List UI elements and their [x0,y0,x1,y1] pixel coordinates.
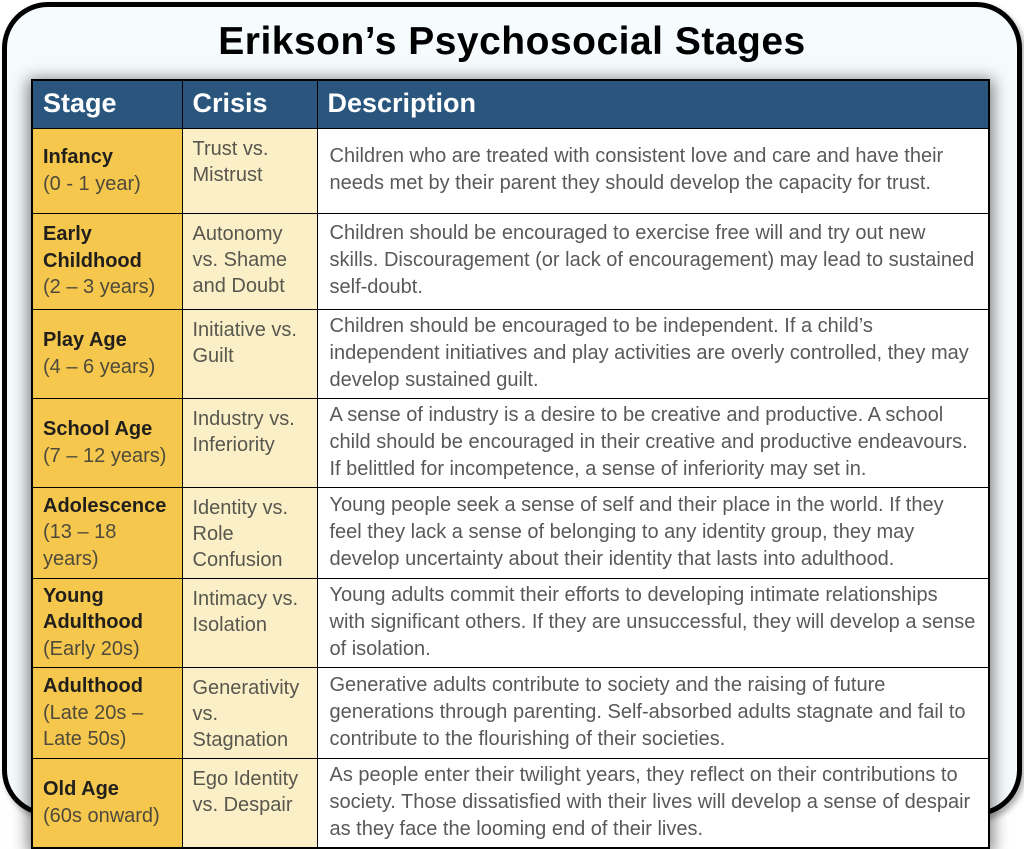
column-header-crisis: Crisis [181,79,318,129]
crisis-cell: Ego Identity vs. Despair [181,757,318,849]
stage-range: (Late 20s – Late 50s) [43,701,144,750]
stage-range: (4 – 6 years) [43,355,156,378]
crisis-cell: Intimacy vs. Isolation [181,577,318,668]
crisis-cell: Industry vs. Inferiority [181,397,318,488]
stage-cell: Play Age (4 – 6 years) [31,308,183,399]
table-row: School Age (7 – 12 years) Industry vs. I… [31,397,990,488]
description-cell: Children should be encouraged to be inde… [316,308,990,399]
description-cell: As people enter their twilight years, th… [316,757,990,849]
stage-range: (2 – 3 years) [43,276,156,299]
description-cell: Generative adults contribute to society … [316,666,990,759]
table-row: Infancy (0 - 1 year) Trust vs. Mistrust … [31,127,990,214]
table-row: Play Age (4 – 6 years) Initiative vs. Gu… [31,308,990,399]
table-row: Early Childhood (2 – 3 years) Autonomy v… [31,212,990,310]
description-cell: A sense of industry is a desire to be cr… [316,397,990,488]
stage-cell: Adolescence (13 – 18 years) [31,486,183,579]
description-cell: Young adults commit their efforts to dev… [316,577,990,668]
table-row: Adulthood (Late 20s – Late 50s) Generati… [31,666,990,759]
stage-name: Early Childhood [43,223,142,272]
description-cell: Children should be encouraged to exercis… [316,212,990,310]
description-cell: Children who are treated with consistent… [316,127,990,214]
stage-name: Old Age [43,778,119,801]
stage-name: Adulthood [43,675,143,698]
description-cell: Young people seek a sense of self and th… [316,486,990,579]
page-title: Erikson’s Psychosocial Stages [218,20,806,63]
stage-name: School Age [43,418,153,441]
table-row: Young Adulthood (Early 20s) Intimacy vs.… [31,577,990,668]
stage-name: Infancy [43,146,114,169]
stage-name: Adolescence [43,495,167,517]
crisis-cell: Trust vs. Mistrust [181,127,318,214]
stage-name: Play Age [43,329,127,352]
table-container: Stage Crisis Description Infancy (0 - 1 … [31,79,990,849]
column-header-stage: Stage [31,79,183,129]
header-row: Stage Crisis Description [31,79,990,129]
stages-table: Stage Crisis Description Infancy (0 - 1 … [31,79,990,849]
crisis-cell: Initiative vs. Guilt [181,308,318,399]
stage-cell: Old Age (60s onward) [31,757,183,849]
crisis-cell: Identity vs. Role Confusion [181,486,318,579]
column-header-description: Description [316,79,990,129]
stage-range: (7 – 12 years) [43,444,167,467]
stage-cell: Infancy (0 - 1 year) [31,127,183,214]
table-row: Old Age (60s onward) Ego Identity vs. De… [31,757,990,849]
table-row: Adolescence (13 – 18 years) Identity vs.… [31,486,990,579]
stage-cell: Young Adulthood (Early 20s) [31,577,183,668]
crisis-cell: Generativity vs. Stagnation [181,666,318,759]
crisis-cell: Autonomy vs. Shame and Doubt [181,212,318,310]
stage-range: (13 – 18 years) [43,521,117,570]
stage-cell: School Age (7 – 12 years) [31,397,183,488]
stage-cell: Early Childhood (2 – 3 years) [31,212,183,310]
stage-cell: Adulthood (Late 20s – Late 50s) [31,666,183,759]
stage-range: (Early 20s) [43,637,140,660]
stage-range: (60s onward) [43,804,160,827]
stage-name: Young Adulthood [43,585,143,634]
stage-range: (0 - 1 year) [43,172,141,195]
